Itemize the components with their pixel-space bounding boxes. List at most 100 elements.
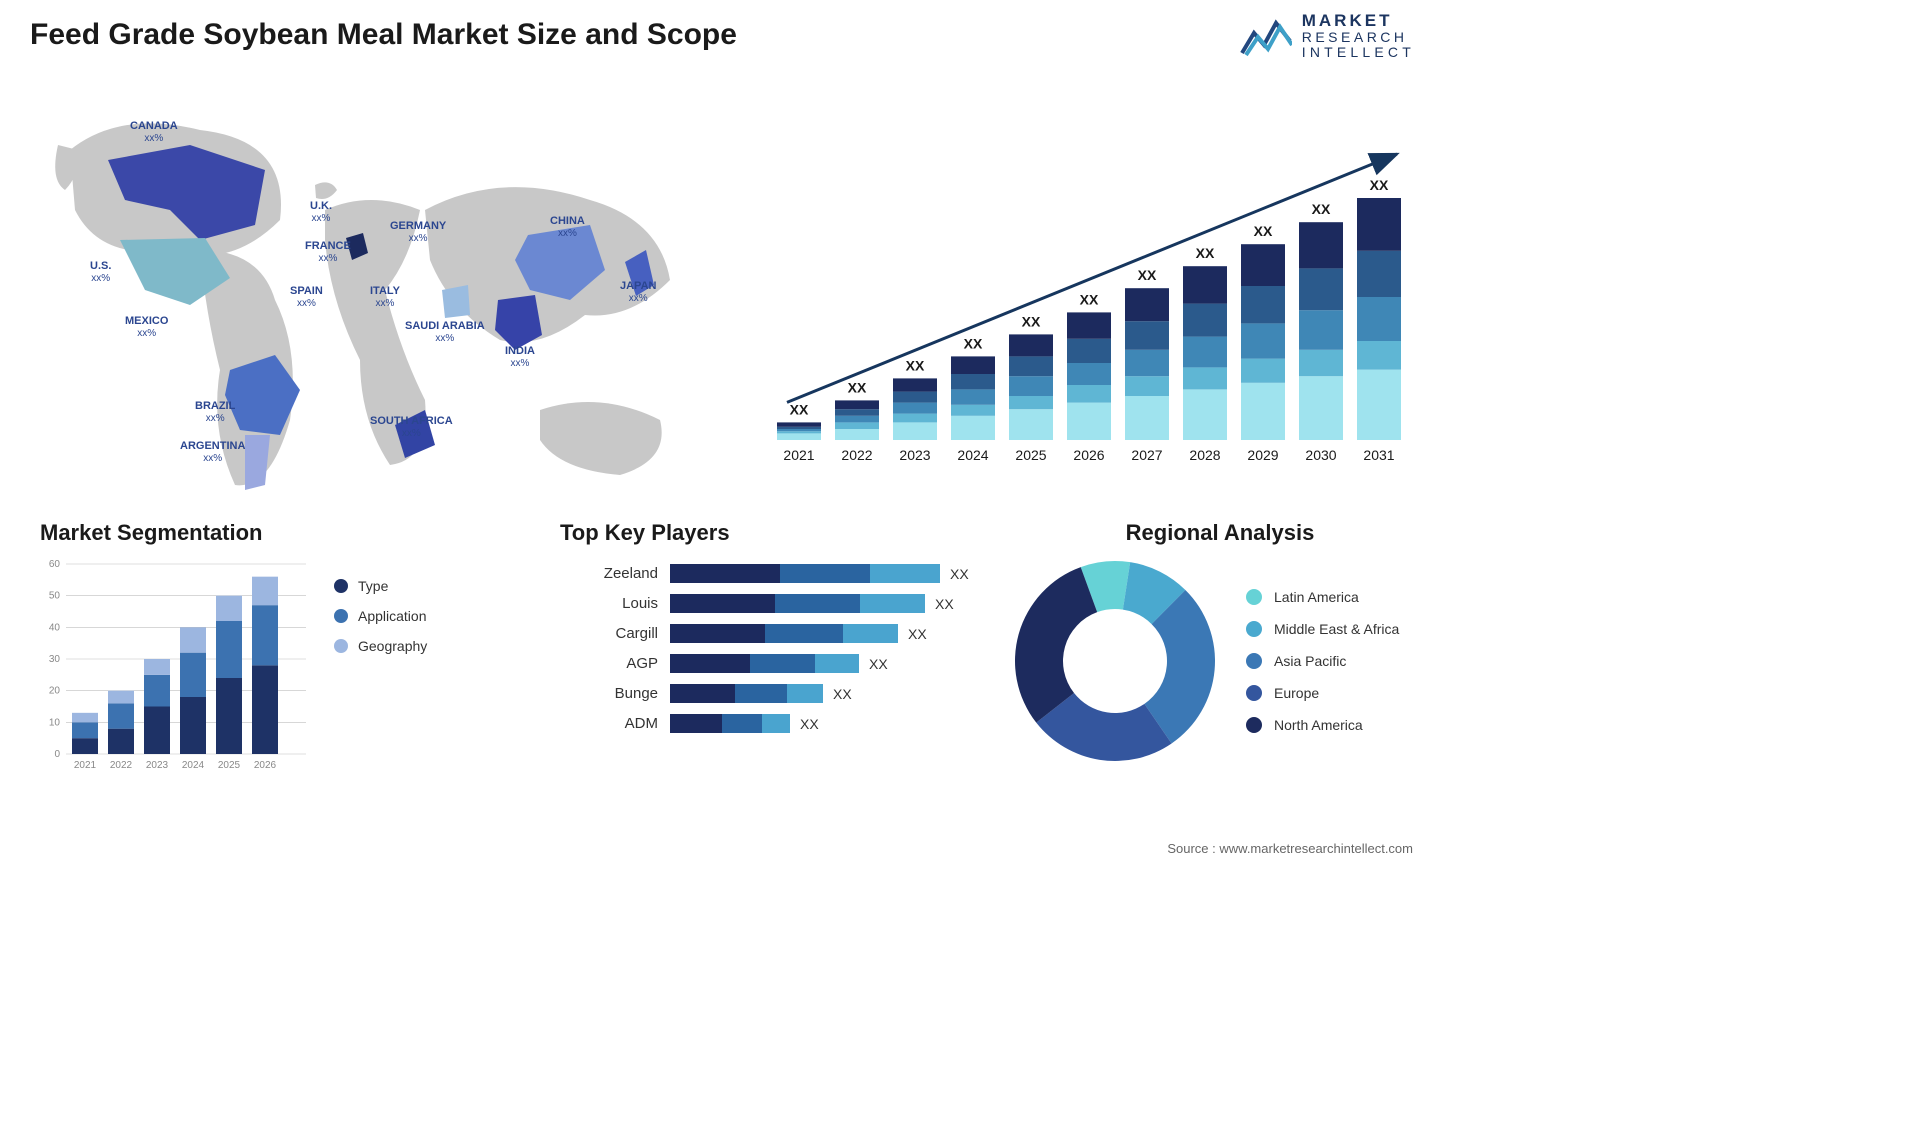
svg-text:2031: 2031	[1363, 447, 1394, 463]
player-bar	[670, 654, 859, 673]
player-value: XX	[950, 566, 969, 582]
legend-swatch	[1246, 685, 1262, 701]
country-label: CANADAxx%	[130, 120, 178, 144]
player-bar-segment	[670, 684, 735, 703]
country-label: SAUDI ARABIAxx%	[405, 320, 485, 344]
regional-block: Regional Analysis Latin AmericaMiddle Ea…	[1010, 520, 1430, 766]
legend-swatch	[334, 609, 348, 623]
map-svg	[30, 90, 700, 490]
svg-text:2023: 2023	[146, 760, 169, 771]
player-row: AGP XX	[560, 654, 990, 673]
svg-text:10: 10	[49, 717, 61, 728]
player-bar-segment	[787, 684, 823, 703]
player-bar-segment	[780, 564, 870, 583]
players-rows: Zeeland XX Louis XX Cargill XX AGP XX BungeXX ADM…	[560, 564, 990, 733]
legend-label: Asia Pacific	[1274, 653, 1346, 669]
player-bar-segment	[670, 624, 765, 643]
country-label: SPAINxx%	[290, 285, 323, 309]
player-row: ADMXX	[560, 714, 990, 733]
players-title: Top Key Players	[560, 520, 990, 546]
player-row: Zeeland XX	[560, 564, 990, 583]
svg-text:XX: XX	[848, 379, 867, 395]
player-bar	[670, 624, 898, 643]
player-row: Louis XX	[560, 594, 990, 613]
legend-item: Europe	[1246, 685, 1399, 701]
svg-text:XX: XX	[1196, 245, 1215, 261]
player-bar-segment	[670, 594, 775, 613]
page-title: Feed Grade Soybean Meal Market Size and …	[30, 18, 737, 52]
regional-legend: Latin America Middle East & Africa Asia Pa…	[1246, 589, 1399, 733]
logo-icon	[1240, 15, 1292, 57]
legend-swatch	[1246, 653, 1262, 669]
svg-text:2029: 2029	[1247, 447, 1278, 463]
world-map: CANADAxx%U.S.xx%MEXICOxx%BRAZILxx%ARGENT…	[30, 90, 700, 490]
segmentation-legend: Type Application Geography	[334, 578, 427, 654]
svg-text:2024: 2024	[957, 447, 988, 463]
svg-text:2023: 2023	[899, 447, 930, 463]
player-row: BungeXX	[560, 684, 990, 703]
player-bar-segment	[762, 714, 790, 733]
country-label: MEXICOxx%	[125, 315, 168, 339]
player-bar	[670, 714, 790, 733]
country-label: FRANCExx%	[305, 240, 351, 264]
svg-text:2025: 2025	[218, 760, 241, 771]
svg-text:2021: 2021	[74, 760, 97, 771]
player-bar-segment	[870, 564, 940, 583]
legend-label: Type	[358, 578, 388, 594]
player-name: AGP	[560, 655, 670, 672]
svg-text:50: 50	[49, 591, 61, 602]
legend-item: Middle East & Africa	[1246, 621, 1399, 637]
country-label: SOUTH AFRICAxx%	[370, 415, 453, 439]
country-label: ITALYxx%	[370, 285, 400, 309]
segmentation-chart: 0102030405060202120222023202420252026	[40, 554, 310, 784]
player-bar-segment	[722, 714, 762, 733]
players-block: Top Key Players Zeeland XX Louis XX Cargill X…	[560, 520, 990, 733]
svg-text:2024: 2024	[182, 760, 205, 771]
country-label: BRAZILxx%	[195, 400, 235, 424]
country-label: U.K.xx%	[310, 200, 332, 224]
segmentation-block: Market Segmentation 01020304050602021202…	[40, 520, 470, 784]
svg-text:XX: XX	[1254, 223, 1273, 239]
player-name: Zeeland	[560, 565, 670, 582]
legend-swatch	[334, 639, 348, 653]
regional-donut	[1010, 556, 1220, 766]
svg-text:2021: 2021	[783, 447, 814, 463]
svg-text:XX: XX	[1138, 267, 1157, 283]
svg-text:2027: 2027	[1131, 447, 1162, 463]
player-value: XX	[869, 656, 888, 672]
player-bar-segment	[765, 624, 843, 643]
country-label: CHINAxx%	[550, 215, 585, 239]
country-label: ARGENTINAxx%	[180, 440, 245, 464]
svg-text:XX: XX	[1312, 201, 1331, 217]
logo-line3: INTELLECT	[1302, 45, 1415, 60]
player-bar	[670, 684, 823, 703]
svg-text:XX: XX	[1022, 313, 1041, 329]
svg-text:XX: XX	[964, 335, 983, 351]
svg-text:2026: 2026	[1073, 447, 1104, 463]
legend-label: Application	[358, 608, 427, 624]
player-name: Louis	[560, 595, 670, 612]
svg-text:2022: 2022	[841, 447, 872, 463]
player-value: XX	[908, 626, 927, 642]
player-name: Bunge	[560, 685, 670, 702]
legend-label: North America	[1274, 717, 1363, 733]
svg-text:XX: XX	[790, 401, 809, 417]
svg-text:2022: 2022	[110, 760, 133, 771]
source-attribution: Source : www.marketresearchintellect.com	[1167, 841, 1413, 856]
growth-chart: XX2021XX2022XX2023XX2024XX2025XX2026XX20…	[773, 100, 1413, 480]
growth-chart-svg: XX2021XX2022XX2023XX2024XX2025XX2026XX20…	[773, 100, 1413, 480]
player-bar-segment	[815, 654, 859, 673]
player-bar-segment	[670, 714, 722, 733]
segmentation-title: Market Segmentation	[40, 520, 470, 546]
player-bar-segment	[843, 624, 898, 643]
svg-text:2030: 2030	[1305, 447, 1336, 463]
player-value: XX	[935, 596, 954, 612]
country-label: INDIAxx%	[505, 345, 535, 369]
legend-item: Geography	[334, 638, 427, 654]
player-bar-segment	[670, 654, 750, 673]
player-name: Cargill	[560, 625, 670, 642]
svg-text:XX: XX	[1370, 177, 1389, 193]
legend-swatch	[334, 579, 348, 593]
legend-label: Europe	[1274, 685, 1319, 701]
legend-label: Latin America	[1274, 589, 1359, 605]
